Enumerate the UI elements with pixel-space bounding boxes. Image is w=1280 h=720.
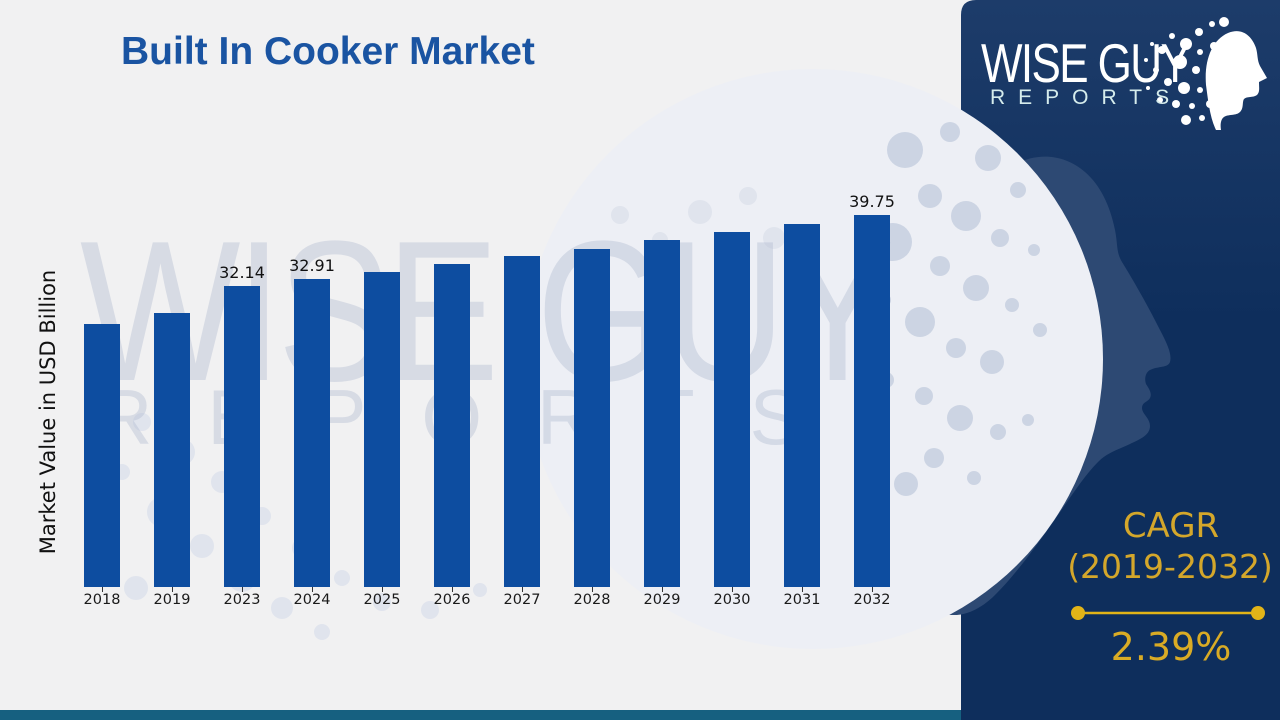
x-axis-tick xyxy=(731,587,733,592)
x-axis-label: 2023 xyxy=(223,592,261,608)
x-axis-tick xyxy=(591,587,593,592)
x-axis-label: 2027 xyxy=(503,592,541,608)
x-axis-label: 2024 xyxy=(293,592,331,608)
bar xyxy=(434,264,470,587)
page-title: Built In Cooker Market xyxy=(121,30,535,73)
cagr-range: (2019-2032) xyxy=(1067,547,1273,586)
x-axis-tick xyxy=(311,587,313,592)
x-axis-label: 2028 xyxy=(573,592,611,608)
bar xyxy=(504,256,540,587)
cagr-divider xyxy=(1071,606,1265,620)
bar-value-label: 39.75 xyxy=(849,192,895,211)
x-axis-tick xyxy=(801,587,803,592)
x-axis-tick xyxy=(661,587,663,592)
bar xyxy=(294,279,330,587)
bar xyxy=(224,286,260,587)
bar xyxy=(154,313,190,587)
y-axis-label: Market Value in USD Billion xyxy=(36,269,60,555)
logo-face-icon xyxy=(1144,17,1267,130)
bar xyxy=(574,249,610,587)
logo-subtitle: REPORTS xyxy=(990,86,1183,109)
bottom-bar xyxy=(0,710,961,720)
x-axis-tick xyxy=(521,587,523,592)
x-axis-label: 2026 xyxy=(433,592,471,608)
x-axis-tick xyxy=(451,587,453,592)
bar xyxy=(854,215,890,587)
bar-value-label: 32.14 xyxy=(219,263,265,282)
cagr-value: 2.39% xyxy=(1110,625,1232,669)
x-axis-tick xyxy=(171,587,173,592)
x-axis-tick xyxy=(101,587,103,592)
x-axis-label: 2019 xyxy=(153,592,191,608)
x-axis-label: 2018 xyxy=(83,592,121,608)
x-axis-label: 2030 xyxy=(713,592,751,608)
x-axis-tick xyxy=(241,587,243,592)
bar-value-label: 32.91 xyxy=(289,256,335,275)
x-axis-label: 2029 xyxy=(643,592,681,608)
bar xyxy=(364,272,400,587)
bar xyxy=(714,232,750,587)
x-axis-label: 2025 xyxy=(363,592,401,608)
x-axis-tick xyxy=(871,587,873,592)
x-axis-tick xyxy=(381,587,383,592)
x-axis-label: 2031 xyxy=(783,592,821,608)
logo-wordmark: WISE GUY xyxy=(981,32,1190,94)
x-axis-label: 2032 xyxy=(853,592,891,608)
bar xyxy=(784,224,820,587)
cagr-label: CAGR xyxy=(1122,506,1220,546)
bar xyxy=(84,324,120,587)
bar xyxy=(644,240,680,587)
